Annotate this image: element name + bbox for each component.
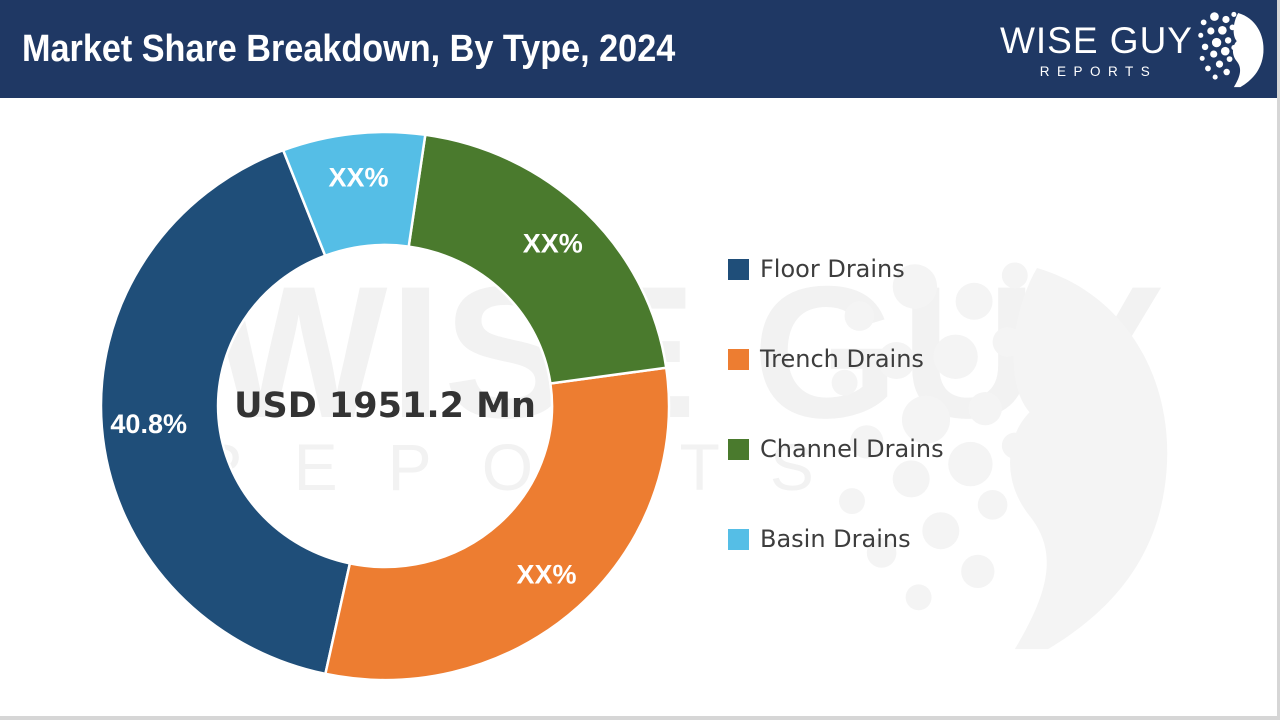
segment-label-floor-drains: 40.8%	[110, 409, 187, 439]
legend-item-basin-drains: Basin Drains	[728, 524, 944, 554]
legend-swatch-floor-drains	[728, 258, 749, 280]
legend-label: Trench Drains	[760, 345, 924, 373]
legend-item-trench-drains: Trench Drains	[728, 344, 944, 374]
page-title: Market Share Breakdown, By Type, 2024	[22, 27, 676, 70]
chart-center-value: USD 1951.2 Mn	[234, 386, 536, 426]
legend-label: Channel Drains	[760, 435, 944, 463]
donut-segment-trench-drains	[323, 366, 671, 682]
logo-wordmark: WISE GUY	[999, 19, 1193, 61]
header-bar: Market Share Breakdown, By Type, 2024 WI…	[0, 0, 1277, 98]
logo-face-icon	[1198, 11, 1264, 88]
wise-guy-reports-logo: WISE GUY REPORTS	[1000, 6, 1267, 92]
donut-segment-basin-drains	[281, 130, 427, 258]
legend-swatch-trench-drains	[728, 348, 749, 370]
segment-label-basin-drains: XX%	[328, 162, 388, 192]
legend-swatch-basin-drains	[728, 528, 749, 550]
legend-item-floor-drains: Floor Drains	[728, 254, 944, 284]
donut-segment-floor-drains	[99, 148, 352, 676]
donut-chart: 40.8% XX% XX% XX%	[99, 130, 671, 682]
legend-swatch-channel-drains	[728, 438, 749, 460]
chart-legend: Floor Drains Trench Drains Channel Drain…	[728, 254, 944, 554]
watermark-face-icon	[831, 262, 1168, 650]
legend-item-channel-drains: Channel Drains	[728, 434, 944, 464]
donut-segment-channel-drains	[407, 133, 668, 385]
segment-label-channel-drains: XX%	[523, 229, 583, 259]
legend-label: Floor Drains	[760, 255, 905, 283]
segment-label-trench-drains: XX%	[516, 559, 576, 589]
logo-text: WISE GUY REPORTS	[1000, 20, 1193, 79]
chart-canvas: WISE GUY REPORTS 40.8% XX% XX% XX% USD 1951…	[0, 98, 1277, 716]
logo-subtitle: REPORTS	[1039, 63, 1158, 79]
legend-label: Basin Drains	[760, 525, 911, 553]
